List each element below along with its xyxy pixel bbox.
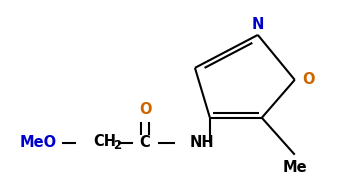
Text: O: O xyxy=(303,72,315,87)
Text: MeO: MeO xyxy=(20,135,57,150)
Text: N: N xyxy=(252,17,264,32)
Text: CH: CH xyxy=(93,134,116,149)
Text: O: O xyxy=(139,102,151,117)
Text: C: C xyxy=(140,135,150,150)
Text: Me: Me xyxy=(282,160,307,175)
Text: 2: 2 xyxy=(113,139,121,152)
Text: NH: NH xyxy=(190,135,215,150)
